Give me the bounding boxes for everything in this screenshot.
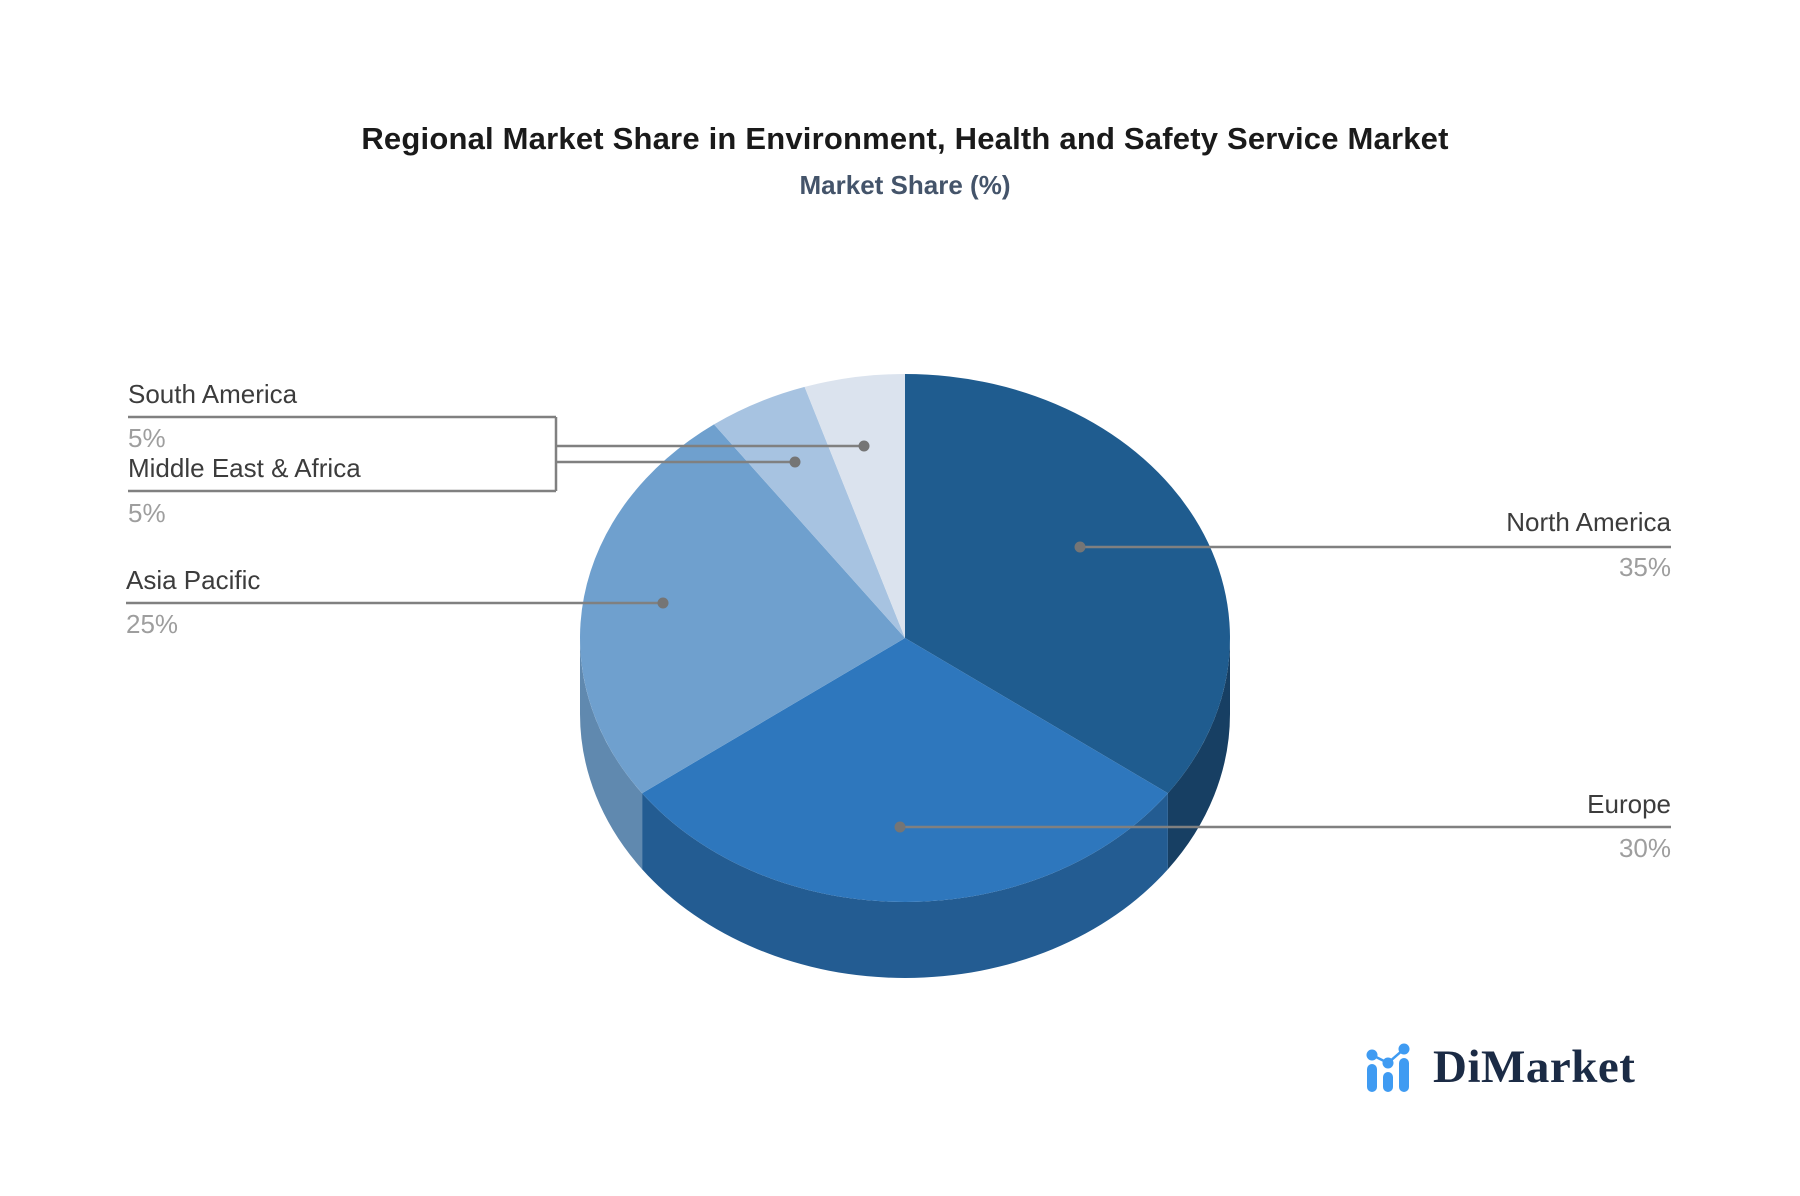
slice-value-asia-pacific: 25% (126, 609, 179, 639)
brand-logo-text: DiMarket (1433, 1041, 1636, 1093)
pie-slice-asia-pacific (580, 424, 905, 794)
slice-label-asia-pacific: Asia Pacific (126, 565, 261, 595)
pie-slice-side-north-america (1167, 638, 1230, 870)
slice-label-south-america: South America (128, 379, 298, 409)
leader-dot-europe-leader (894, 821, 906, 833)
slice-value-middle-east-africa: 5% (128, 498, 166, 528)
leader-dot-south-america-leader (858, 440, 870, 452)
pie-slice-europe (642, 638, 1168, 902)
pie-slice-middle-east-africa (714, 386, 905, 638)
leader-dot-asia-pacific-leader (657, 597, 669, 609)
slice-value-south-america: 5% (128, 423, 166, 453)
pie-slice-side-europe (642, 793, 1168, 978)
slice-value-north-america: 35% (1618, 552, 1671, 582)
pie-slice-side-asia-pacific (580, 638, 643, 870)
slice-label-middle-east-africa: Middle East & Africa (128, 453, 361, 483)
leader-dot-north-america-leader (1074, 541, 1086, 553)
pie-slice-south-america (804, 374, 905, 638)
bar-line-chart-icon (1366, 1043, 1410, 1092)
chart-subtitle: Market Share (%) (799, 170, 1011, 200)
chart-title: Regional Market Share in Environment, He… (361, 121, 1449, 156)
slice-label-europe: Europe (1587, 789, 1671, 819)
slice-value-europe: 30% (1618, 833, 1671, 863)
pie-slice-north-america (905, 374, 1230, 794)
slice-label-north-america: North America (1506, 507, 1671, 537)
leader-dot-middle-east-africa-leader (789, 456, 801, 468)
brand-logo: DiMarket (1366, 1042, 1635, 1092)
